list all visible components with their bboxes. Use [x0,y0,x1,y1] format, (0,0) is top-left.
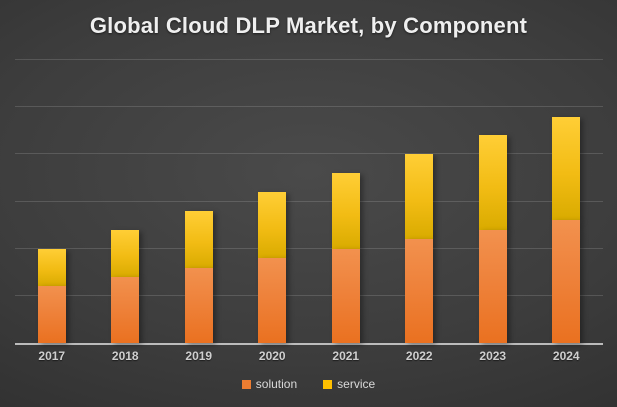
bar-2024-service-segment [552,116,581,221]
legend-item-service: service [323,377,375,391]
bar-2019-solution-segment [184,267,213,343]
x-tick-label-2017: 2017 [38,349,66,363]
bar-2020-solution-segment [258,258,287,343]
legend-label-solution: solution [255,377,298,391]
bar-2018-service-segment [111,229,140,277]
x-tick-label-2021: 2021 [332,349,360,363]
bar-2021-solution-segment [331,248,360,343]
bar-2023-solution-segment [478,229,507,343]
bar-2017-service-segment [37,248,66,287]
bar-2019-service-segment [184,210,213,268]
legend-swatch-solution [241,379,251,389]
bar-2019 [184,60,213,343]
x-tick-label-2019: 2019 [185,349,213,363]
legend: solution service [0,377,617,391]
bar-2017 [37,60,66,343]
bar-2023-service-segment [478,135,507,230]
bar-2020 [258,60,287,343]
gridline [15,59,603,60]
x-tick-label-2023: 2023 [479,349,507,363]
bar-2017-solution-segment [37,286,66,343]
bar-2020-service-segment [258,192,287,259]
bar-2018 [111,60,140,343]
bar-2022 [405,60,434,343]
gridline [15,106,603,108]
bar-2021 [331,60,360,343]
legend-label-service: service [337,377,376,391]
chart-title: Global Cloud DLP Market, by Component [89,13,528,38]
x-axis-labels: 2017 2018 2019 2020 2021 2022 2023 2024 [15,349,603,363]
bar-2024-solution-segment [552,220,581,343]
bar-2022-solution-segment [405,239,434,343]
gridline [15,153,603,155]
x-tick-label-2022: 2022 [405,349,433,363]
bar-2022-service-segment [405,154,434,240]
gridline [15,294,603,296]
bar-2018-solution-segment [111,276,140,343]
x-tick-label-2020: 2020 [258,349,286,363]
bar-2021-service-segment [331,173,360,249]
bar-2023 [478,60,507,343]
bar-2024 [552,60,581,343]
x-tick-label-2018: 2018 [111,349,139,363]
gridline [15,200,603,202]
plot-area [15,59,603,345]
legend-item-solution: solution [241,377,298,391]
gridline [15,247,603,249]
x-tick-label-2024: 2024 [552,349,580,363]
legend-swatch-service [323,379,333,389]
